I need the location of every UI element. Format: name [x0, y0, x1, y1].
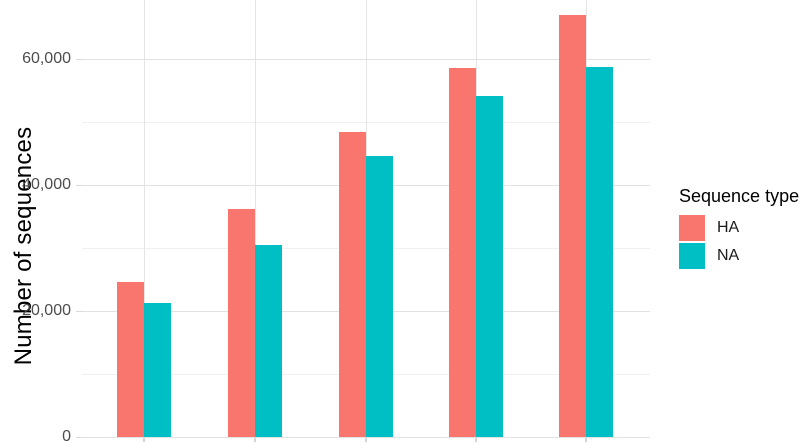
- bar-na-group5: [585, 66, 613, 437]
- bar-na-group4: [475, 95, 503, 437]
- legend-entry-ha: HA: [679, 214, 799, 241]
- x-tick-mark-3: [364, 437, 367, 442]
- gridline-vertical-2: [254, 0, 256, 437]
- bar-na-group3: [365, 155, 393, 437]
- bar-ha-group2: [227, 209, 255, 437]
- y-axis-title: Number of sequences: [10, 126, 37, 366]
- bar-na-group2: [254, 244, 282, 437]
- y-tick-mark-60000: [76, 58, 82, 60]
- x-tick-mark-5: [584, 437, 587, 442]
- bar-ha-group5: [558, 15, 586, 437]
- x-tick-mark-2: [253, 437, 256, 442]
- x-tick-mark-4: [474, 437, 477, 442]
- legend-swatch-ha: [679, 214, 705, 241]
- y-tick-label-60000: 60,000: [22, 49, 71, 67]
- bar-ha-group3: [338, 131, 366, 437]
- legend-label-na: NA: [717, 246, 740, 264]
- gridline-major-0: [82, 436, 650, 438]
- plot-area: [82, 0, 650, 445]
- bar-ha-group4: [448, 68, 476, 437]
- legend: Sequence type HA NA: [679, 186, 799, 270]
- y-tick-mark-40000: [76, 184, 82, 186]
- y-tick-mark-0: [76, 436, 82, 438]
- legend-entry-na: NA: [679, 242, 799, 269]
- gridline-vertical-1: [143, 0, 145, 437]
- y-tick-label-20000: 20,000: [22, 301, 71, 319]
- bar-ha-group1: [116, 281, 144, 437]
- x-tick-mark-1: [142, 437, 145, 442]
- legend-label-ha: HA: [717, 218, 740, 236]
- bar-na-group1: [143, 302, 171, 437]
- y-tick-mark-20000: [76, 310, 82, 312]
- y-tick-label-0: 0: [62, 427, 71, 445]
- y-tick-label-40000: 40,000: [22, 175, 71, 193]
- legend-title: Sequence type: [679, 186, 800, 206]
- legend-swatch-na: [679, 242, 705, 269]
